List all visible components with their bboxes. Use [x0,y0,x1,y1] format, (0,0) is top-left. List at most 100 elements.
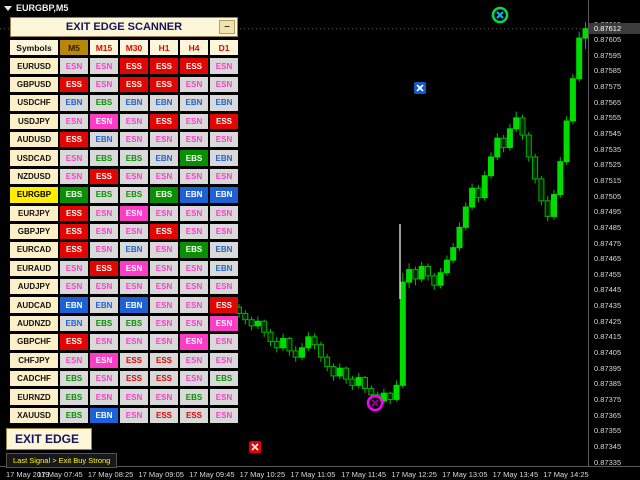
signal-cell[interactable]: ESN [60,168,88,185]
signal-cell[interactable]: ESN [60,352,88,369]
scanner-titlebar[interactable]: EXIT EDGE SCANNER – [10,17,238,37]
signal-cell[interactable]: ESS [150,58,178,74]
symbol-cell-audjpy[interactable]: AUDJPY [10,279,58,295]
signal-cell[interactable]: ESS [120,352,148,369]
symbol-cell-xauusd[interactable]: XAUUSD [10,407,58,424]
signal-cell[interactable]: EBN [210,95,238,111]
signal-cell[interactable]: ESS [150,352,178,369]
signal-cell[interactable]: ESN [90,279,118,295]
signal-cell[interactable]: ESN [120,279,148,295]
signal-cell[interactable]: ESN [180,131,208,148]
signal-cell[interactable]: ESN [90,223,118,240]
signal-cell[interactable]: EBS [180,242,208,258]
signal-cell[interactable]: ESS [90,168,118,185]
symbol-cell-eurgbp[interactable]: EURGBP [10,187,58,203]
price-scale[interactable]: 0.876150.876050.875950.875850.875750.875… [588,0,640,467]
symbol-cell-usdjpy[interactable]: USDJPY [10,113,58,129]
signal-cell[interactable]: ESS [180,58,208,74]
signal-cell[interactable]: ESN [210,279,238,295]
signal-cell[interactable]: ESN [210,205,238,221]
signal-cell[interactable]: ESN [180,260,208,277]
signal-cell[interactable]: ESN [150,279,178,295]
signal-cell[interactable]: EBN [180,95,208,111]
signal-cell[interactable]: ESN [120,205,148,221]
symbol-cell-eurcad[interactable]: EURCAD [10,242,58,258]
symbol-cell-audcad[interactable]: AUDCAD [10,297,58,313]
symbol-cell-cadchf[interactable]: CADCHF [10,371,58,387]
symbol-cell-eurnzd[interactable]: EURNZD [10,389,58,405]
signal-cell[interactable]: EBS [90,150,118,166]
signal-cell[interactable]: ESN [180,113,208,129]
signal-cell[interactable]: ESN [210,223,238,240]
signal-cell[interactable]: EBN [210,260,238,277]
signal-cell[interactable]: ESN [210,334,238,350]
symbol-cell-gbpusd[interactable]: GBPUSD [10,76,58,93]
signal-cell[interactable]: ESN [120,113,148,129]
signal-cell[interactable]: ESN [210,407,238,424]
signal-cell[interactable]: ESS [60,242,88,258]
signal-cell[interactable]: EBS [60,407,88,424]
symbol-cell-audnzd[interactable]: AUDNZD [10,315,58,332]
signal-cell[interactable]: ESN [180,352,208,369]
signal-cell[interactable]: ESN [150,205,178,221]
signal-cell[interactable]: EBN [150,150,178,166]
signal-cell[interactable]: EBN [120,297,148,313]
signal-cell[interactable]: EBN [180,187,208,203]
signal-cell[interactable]: ESS [120,76,148,93]
signal-cell[interactable]: ESS [120,58,148,74]
signal-cell[interactable]: ESS [150,407,178,424]
signal-cell[interactable]: EBN [210,242,238,258]
signal-cell[interactable]: EBN [60,95,88,111]
symbol-cell-usdchf[interactable]: USDCHF [10,95,58,111]
signal-cell[interactable]: ESN [180,334,208,350]
signal-cell[interactable]: ESN [180,168,208,185]
signal-cell[interactable]: ESN [120,334,148,350]
signal-cell[interactable]: ESN [90,205,118,221]
signal-cell[interactable]: EBN [60,315,88,332]
symbol-cell-chfjpy[interactable]: CHFJPY [10,352,58,369]
signal-cell[interactable]: ESN [60,113,88,129]
signal-cell[interactable]: ESN [90,76,118,93]
signal-cell[interactable]: ESN [60,150,88,166]
signal-cell[interactable]: ESS [60,76,88,93]
symbol-cell-eurusd[interactable]: EURUSD [10,58,58,74]
signal-cell[interactable]: ESN [120,168,148,185]
signal-cell[interactable]: ESN [60,279,88,295]
signal-cell[interactable]: EBS [60,371,88,387]
signal-cell[interactable]: EBN [210,187,238,203]
signal-cell[interactable]: ESN [120,389,148,405]
signal-cell[interactable]: ESN [150,131,178,148]
signal-cell[interactable]: ESN [180,223,208,240]
symbol-cell-euraud[interactable]: EURAUD [10,260,58,277]
signal-cell[interactable]: ESN [90,371,118,387]
timeframe-header-m30[interactable]: M30 [120,40,148,56]
signal-cell[interactable]: ESN [180,76,208,93]
signal-cell[interactable]: ESN [150,334,178,350]
signal-cell[interactable]: EBS [90,95,118,111]
signal-cell[interactable]: ESN [180,205,208,221]
signal-cell[interactable]: ESN [180,371,208,387]
signal-cell[interactable]: EBS [90,187,118,203]
signal-cell[interactable]: ESN [90,58,118,74]
signal-cell[interactable]: EBN [150,95,178,111]
signal-cell[interactable]: ESN [150,168,178,185]
signal-cell[interactable]: ESN [60,58,88,74]
signal-cell[interactable]: ESS [120,371,148,387]
signal-cell[interactable]: EBS [210,371,238,387]
signal-cell[interactable]: EBN [120,242,148,258]
symbol-cell-nzdusd[interactable]: NZDUSD [10,168,58,185]
chart-area[interactable] [0,0,588,466]
signal-cell[interactable]: ESN [90,334,118,350]
signal-cell[interactable]: ESN [150,389,178,405]
signal-cell[interactable]: ESN [120,407,148,424]
signal-cell[interactable]: ESN [210,315,238,332]
signal-cell[interactable]: ESN [210,389,238,405]
symbol-cell-usdcad[interactable]: USDCAD [10,150,58,166]
timeframe-header-h4[interactable]: H4 [180,40,208,56]
symbol-cell-audusd[interactable]: AUDUSD [10,131,58,148]
timeframe-header-m5[interactable]: M5 [60,40,88,56]
signal-cell[interactable]: ESN [180,297,208,313]
signal-cell[interactable]: EBS [60,187,88,203]
signal-cell[interactable]: ESN [90,389,118,405]
signal-cell[interactable]: ESN [180,315,208,332]
